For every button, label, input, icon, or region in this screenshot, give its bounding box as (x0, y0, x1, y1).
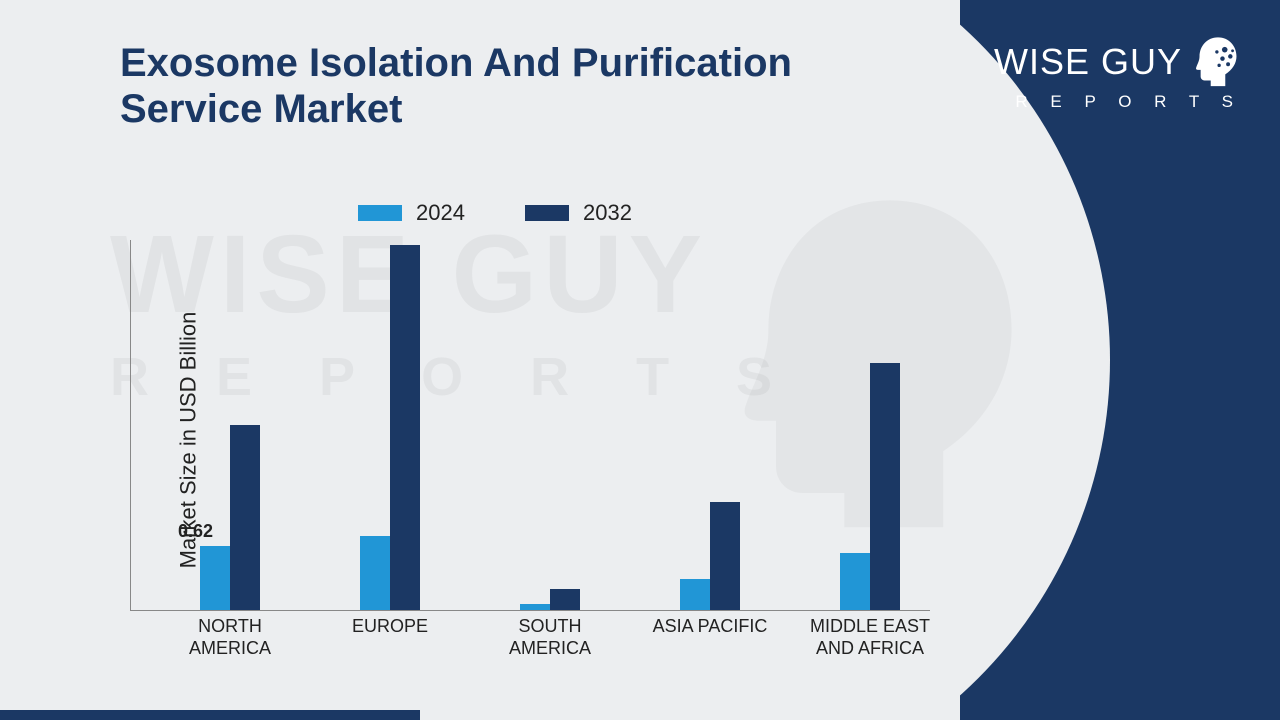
bar-series2 (230, 425, 260, 610)
bar-series1 (840, 553, 870, 610)
bar-series1 (520, 604, 550, 610)
bar-group: ASIA PACIFIC (650, 240, 770, 610)
main-content: Exosome Isolation And Purification Servi… (30, 30, 960, 690)
bar-series2 (550, 589, 580, 610)
x-tick-label: NORTH AMERICA (160, 616, 300, 659)
bar-series2 (870, 363, 900, 610)
x-tick-label: SOUTH AMERICA (480, 616, 620, 659)
brand-logo-top-row: WISE GUY (986, 34, 1246, 90)
bar-group: SOUTH AMERICA (490, 240, 610, 610)
bar-series1 (360, 536, 390, 610)
bar-series1 (200, 546, 230, 610)
x-axis-line (130, 610, 930, 611)
plot-region: 0.62NORTH AMERICA EUROPE SOUTH AMERICA ASIA… (130, 240, 930, 610)
data-label: 0.62 (178, 521, 213, 542)
brand-logo: WISE GUY R E P O R T S (986, 34, 1246, 112)
bar-series2 (710, 502, 740, 610)
bar-group: 0.62NORTH AMERICA (170, 240, 290, 610)
x-tick-label: MIDDLE EAST AND AFRICA (800, 616, 940, 659)
bar-group: EUROPE (330, 240, 450, 610)
brand-head-icon (1190, 34, 1246, 90)
chart-title: Exosome Isolation And Purification Servi… (120, 40, 880, 132)
bar-series2 (390, 245, 420, 610)
page-root: WISE GUY R E P O R T S Exosome Isolation… (0, 0, 1280, 720)
bar-series1 (680, 579, 710, 610)
x-tick-label: ASIA PACIFIC (640, 616, 780, 638)
x-tick-label: EUROPE (320, 616, 460, 638)
chart-area: Market Size in USD Billion 0.62NORTH AME… (70, 200, 940, 680)
brand-name: WISE GUY (994, 41, 1182, 83)
bar-group: MIDDLE EAST AND AFRICA (810, 240, 930, 610)
brand-subtitle: R E P O R T S (986, 92, 1246, 112)
bottom-accent-bar (0, 710, 420, 720)
